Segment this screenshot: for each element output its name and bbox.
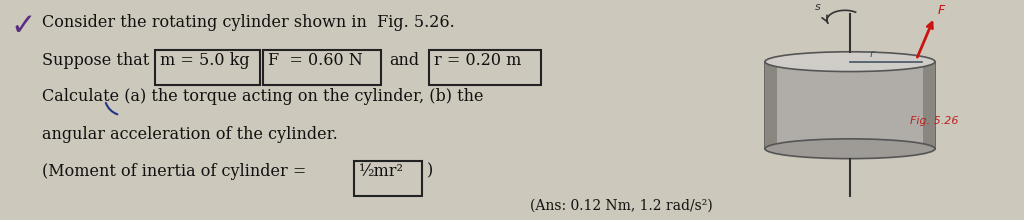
Text: ): ) — [427, 163, 433, 180]
Text: F  = 0.60 N: F = 0.60 N — [268, 52, 362, 69]
Polygon shape — [765, 62, 935, 149]
Text: (Ans: 0.12 Nm, 1.2 rad/s²): (Ans: 0.12 Nm, 1.2 rad/s²) — [530, 198, 713, 212]
Text: (Moment of inertia of cylinder =: (Moment of inertia of cylinder = — [42, 163, 311, 180]
Text: and: and — [389, 52, 419, 69]
Ellipse shape — [765, 139, 935, 159]
Text: F: F — [937, 4, 944, 17]
Ellipse shape — [765, 52, 935, 72]
Text: Suppose that: Suppose that — [42, 52, 150, 69]
Polygon shape — [923, 62, 935, 149]
Text: Consider the rotating cylinder shown in  Fig. 5.26.: Consider the rotating cylinder shown in … — [42, 14, 455, 31]
Text: r = 0.20 m: r = 0.20 m — [434, 52, 521, 69]
Text: r: r — [870, 49, 874, 59]
Polygon shape — [765, 62, 777, 149]
Text: angular acceleration of the cylinder.: angular acceleration of the cylinder. — [42, 126, 338, 143]
Text: Fig. 5.26: Fig. 5.26 — [910, 116, 958, 126]
Text: m = 5.0 kg: m = 5.0 kg — [160, 52, 250, 69]
Text: s: s — [815, 2, 821, 12]
Text: ✓: ✓ — [10, 12, 36, 41]
Text: ½mr²: ½mr² — [359, 163, 404, 180]
Text: Calculate (a) the torque acting on the cylinder, (b) the: Calculate (a) the torque acting on the c… — [42, 88, 483, 105]
